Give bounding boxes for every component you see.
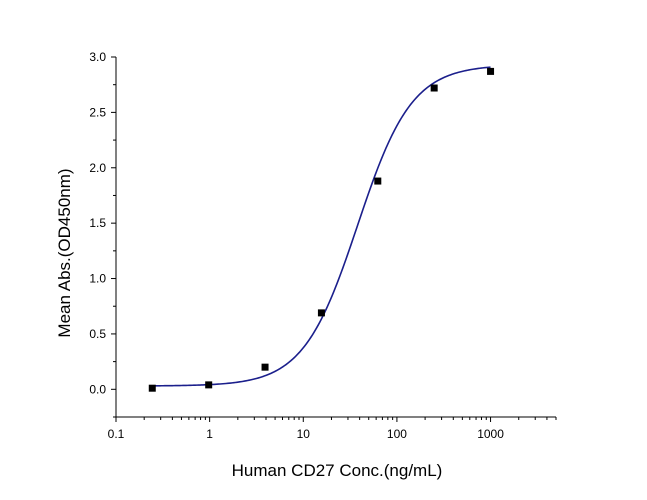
data-point (261, 363, 269, 371)
data-point (430, 84, 438, 92)
data-point (148, 384, 156, 392)
axes (115, 57, 556, 418)
y-axis-ticks: 0.0 0.5 1.0 1.5 2.0 2.5 3.0 (89, 50, 116, 418)
fit-layer (152, 66, 491, 387)
x-tick-label: 1 (206, 427, 213, 441)
y-tick-label: 0.5 (89, 327, 106, 341)
y-tick-label: 1.0 (89, 272, 106, 286)
x-axis-title: Human CD27 Conc.(ng/mL) (232, 461, 443, 480)
y-tick-label: 1.5 (89, 216, 106, 230)
x-tick-label: 1000 (477, 427, 504, 441)
data-point (317, 309, 325, 317)
points-layer (148, 67, 495, 392)
data-point (205, 381, 213, 389)
x-tick-label: 100 (387, 427, 407, 441)
x-tick-label: 10 (297, 427, 311, 441)
y-tick-label: 2.0 (89, 161, 106, 175)
y-axis-title: Mean Abs.(OD450nm) (55, 168, 74, 337)
data-point (487, 67, 495, 75)
x-axis-ticks: 0.1 1 10 100 1000 (108, 417, 557, 441)
fit-curve (152, 66, 491, 387)
y-tick-label: 3.0 (89, 50, 106, 64)
y-tick-label: 0.0 (89, 382, 106, 396)
data-point (374, 177, 382, 185)
x-tick-label: 0.1 (108, 427, 125, 441)
y-tick-label: 2.5 (89, 105, 106, 119)
